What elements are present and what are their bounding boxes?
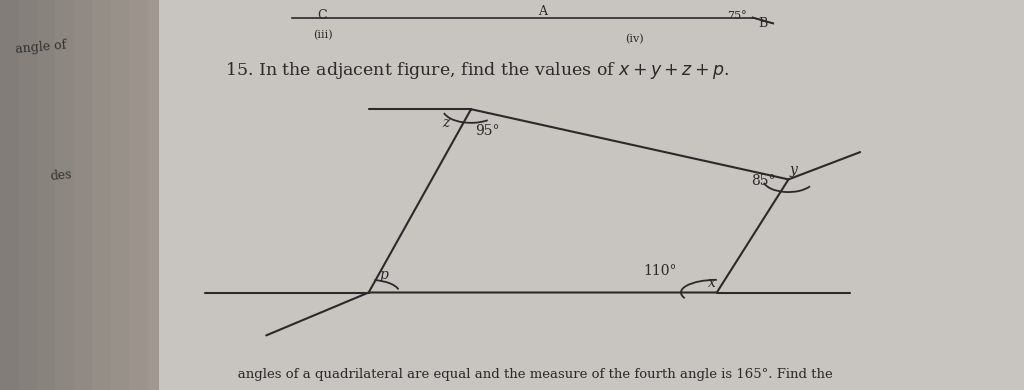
Text: p: p — [380, 268, 388, 282]
Text: (iv): (iv) — [626, 34, 644, 44]
Bar — [92, 0, 111, 390]
Bar — [55, 0, 74, 390]
Bar — [0, 0, 159, 390]
Text: z: z — [441, 116, 450, 130]
Bar — [74, 0, 92, 390]
Text: angle of: angle of — [15, 38, 67, 55]
Bar — [111, 0, 129, 390]
Text: x: x — [708, 276, 716, 290]
Bar — [0, 0, 18, 390]
Text: (iii): (iii) — [312, 30, 333, 40]
Text: 85°: 85° — [751, 174, 775, 188]
Text: 95°: 95° — [475, 124, 500, 138]
Text: des: des — [50, 168, 73, 183]
Bar — [37, 0, 55, 390]
Text: B: B — [758, 17, 768, 30]
Text: A: A — [539, 5, 547, 18]
Text: 75°: 75° — [727, 11, 748, 21]
Bar — [129, 0, 147, 390]
Text: C: C — [317, 9, 328, 22]
Text: y: y — [790, 163, 798, 177]
Text: 15. In the adjacent figure, find the values of $x + y + z + p$.: 15. In the adjacent figure, find the val… — [225, 60, 729, 81]
Bar — [18, 0, 37, 390]
Text: angles of a quadrilateral are equal and the measure of the fourth angle is 165°.: angles of a quadrilateral are equal and … — [225, 368, 834, 381]
Text: 110°: 110° — [644, 264, 677, 278]
